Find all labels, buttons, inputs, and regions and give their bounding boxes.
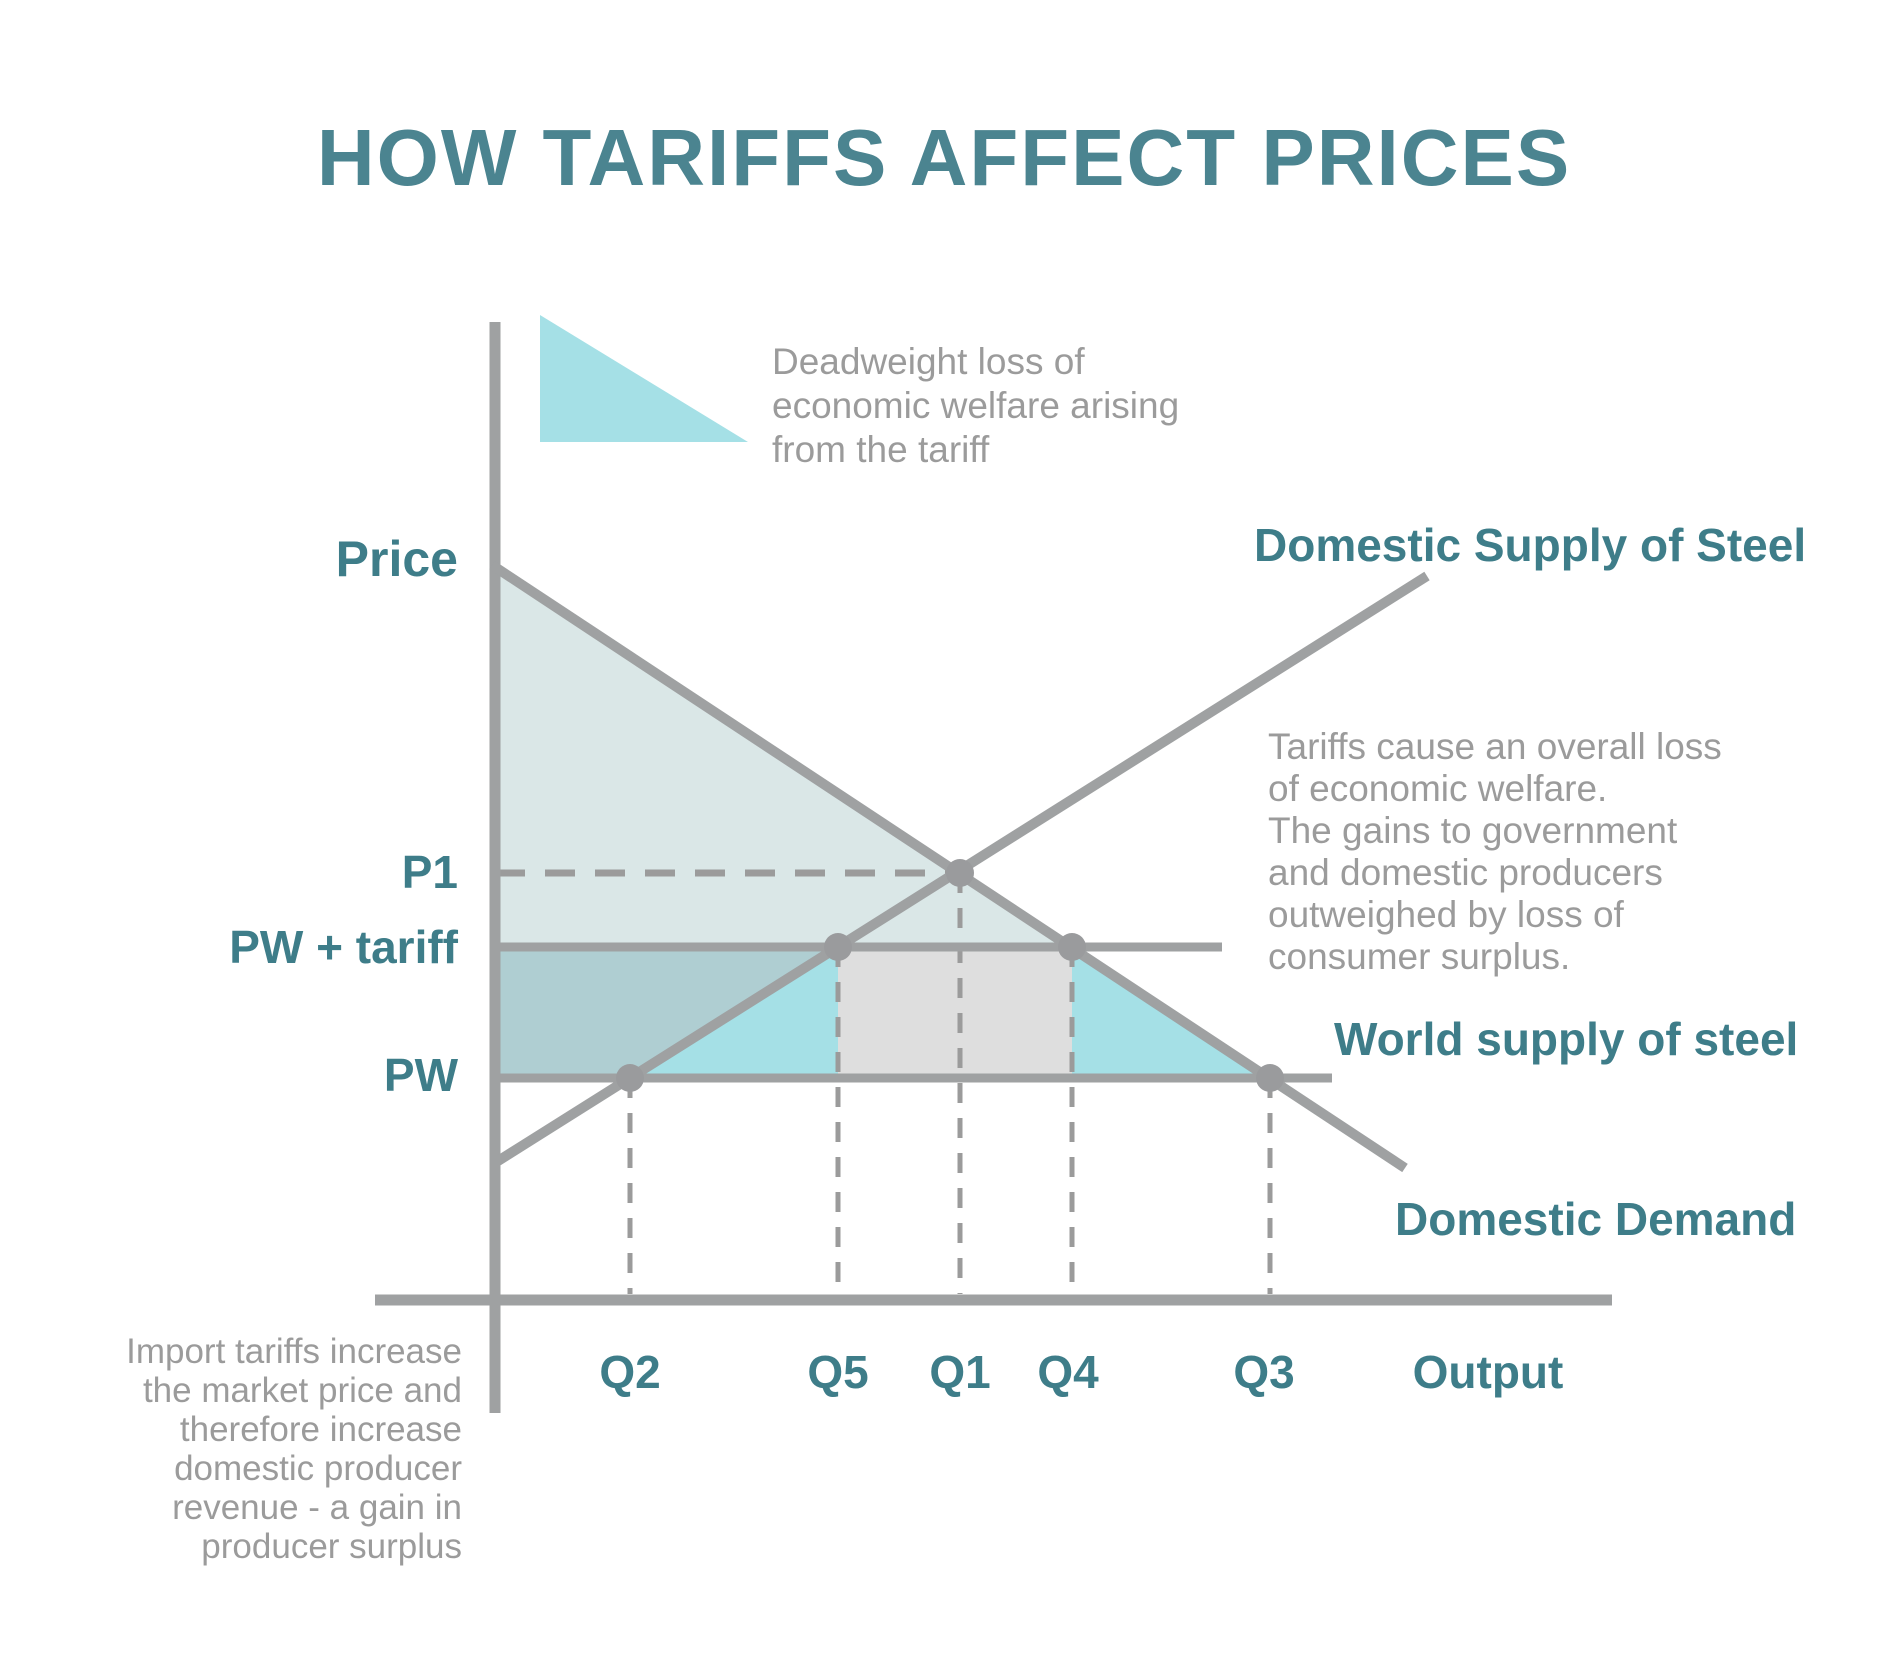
- producer-surplus-annotation: Import tariffs increase the market price…: [126, 1332, 462, 1566]
- y-axis-label: Price: [335, 531, 458, 587]
- intersection-dot: [1256, 1064, 1284, 1092]
- intersection-dot: [824, 933, 852, 961]
- intersection-dot: [946, 859, 974, 887]
- quantity-label-q1: Q1: [929, 1346, 991, 1398]
- deadweight-legend-label: Deadweight loss of economic welfare aris…: [772, 341, 1180, 470]
- deadweight-legend-swatch: [540, 315, 748, 442]
- pw-plus-tariff-price-label: PW + tariff: [229, 921, 458, 973]
- quantity-label-q2: Q2: [599, 1346, 661, 1398]
- pw-price-label: PW: [383, 1049, 458, 1101]
- welfare-loss-annotation: Tariffs cause an overall loss of economi…: [1268, 726, 1722, 977]
- domestic-supply-curve-label: Domestic Supply of Steel: [1254, 519, 1807, 571]
- producer-surplus-gain: [495, 947, 838, 1078]
- intersection-dot: [616, 1064, 644, 1092]
- quantity-label-q5: Q5: [807, 1346, 869, 1398]
- page-title: HOW TARIFFS AFFECT PRICES: [316, 113, 1572, 202]
- quantity-label-q4: Q4: [1037, 1346, 1099, 1398]
- x-axis-label: Output: [1412, 1346, 1564, 1398]
- intersection-dot: [1058, 933, 1086, 961]
- domestic-demand-curve-label: Domestic Demand: [1395, 1193, 1797, 1245]
- quantity-label-q3: Q3: [1233, 1346, 1295, 1398]
- government-tariff-revenue: [838, 947, 1072, 1078]
- p1-price-label: P1: [401, 846, 458, 898]
- world-supply-curve-label: World supply of steel: [1334, 1013, 1799, 1065]
